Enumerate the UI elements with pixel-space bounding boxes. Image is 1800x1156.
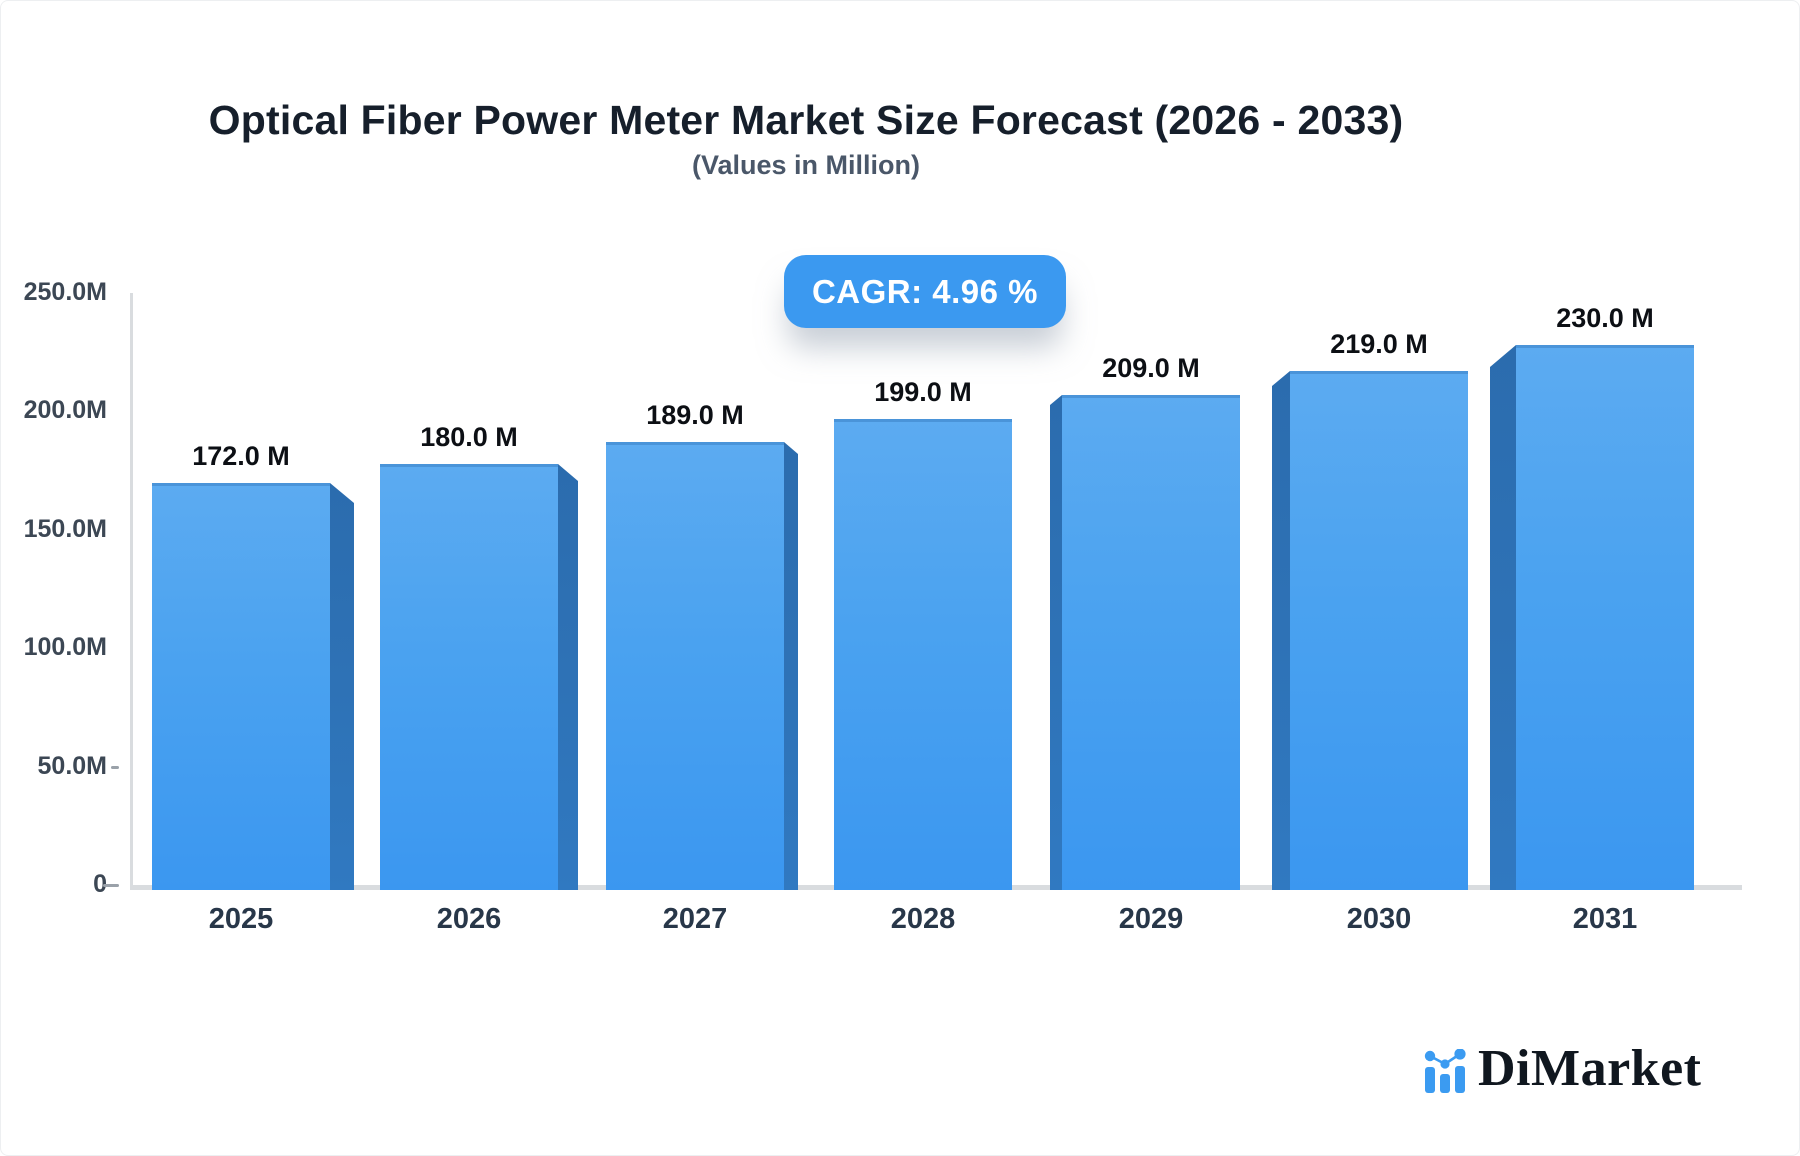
y-axis-tick-mark: [111, 765, 119, 769]
bar-face: [1062, 395, 1240, 890]
bar-2031: [1490, 345, 1694, 890]
bar-face: [152, 483, 330, 890]
bar-face: [1290, 371, 1468, 890]
bar-2026: [380, 464, 578, 890]
bar-value-label: 172.0 M: [192, 441, 290, 471]
bar-side-face: [1490, 345, 1516, 890]
y-axis-tick-label: 50.0M: [37, 751, 107, 780]
bar-2025: [152, 483, 354, 890]
x-axis-category-label: 2027: [662, 903, 728, 935]
y-axis-tick-label: 200.0M: [23, 396, 107, 425]
cagr-badge-label: CAGR: 4.96 %: [811, 272, 1039, 310]
y-axis-tick-label: 0: [93, 870, 107, 898]
cagr-badge: CAGR: 4.96 %: [784, 255, 1066, 328]
brand-name: DiMarket: [1478, 1040, 1702, 1097]
x-axis-category-label: 2031: [1572, 903, 1638, 935]
y-axis-line: [130, 293, 133, 887]
bar-value-label: 189.0 M: [646, 400, 744, 430]
x-axis-category-label: 2030: [1346, 903, 1412, 935]
chart-title: Optical Fiber Power Meter Market Size Fo…: [208, 97, 1404, 143]
bar-2029: [1050, 395, 1240, 890]
bar-face: [834, 419, 1012, 890]
bar-2028: [834, 419, 1012, 890]
bar-value-label: 199.0 M: [874, 377, 972, 407]
x-axis-category-label: 2025: [208, 903, 274, 935]
brand-logo: DiMarket: [1422, 1043, 1701, 1099]
bar-value-label: 180.0 M: [420, 422, 518, 452]
x-axis-category-label: 2028: [890, 903, 956, 935]
y-axis-tick-label: 250.0M: [23, 278, 107, 306]
bar-2027: [606, 442, 798, 890]
x-axis-category-label: 2026: [436, 903, 502, 935]
bar-face: [380, 464, 558, 890]
bar-side-face: [1050, 395, 1062, 890]
bar-side-face: [784, 442, 798, 890]
x-axis-category-label: 2029: [1118, 903, 1184, 935]
y-axis-tick-label: 100.0M: [23, 633, 107, 662]
bar-face: [1516, 345, 1694, 890]
bar-side-face: [558, 464, 578, 890]
bar-chart-logo-icon: [1424, 1049, 1466, 1093]
bar-2030: [1272, 371, 1468, 890]
bar-side-face: [1272, 371, 1290, 890]
bar-side-face: [330, 483, 354, 890]
bar-value-label: 230.0 M: [1556, 303, 1654, 333]
bar-value-label: 209.0 M: [1102, 353, 1200, 383]
bar-face: [606, 442, 784, 890]
y-axis-tick-label: 150.0M: [23, 514, 107, 543]
chart-subtitle: (Values in Million): [691, 150, 921, 180]
y-axis-tick-mark: [103, 884, 119, 887]
bar-value-label: 219.0 M: [1330, 329, 1428, 359]
